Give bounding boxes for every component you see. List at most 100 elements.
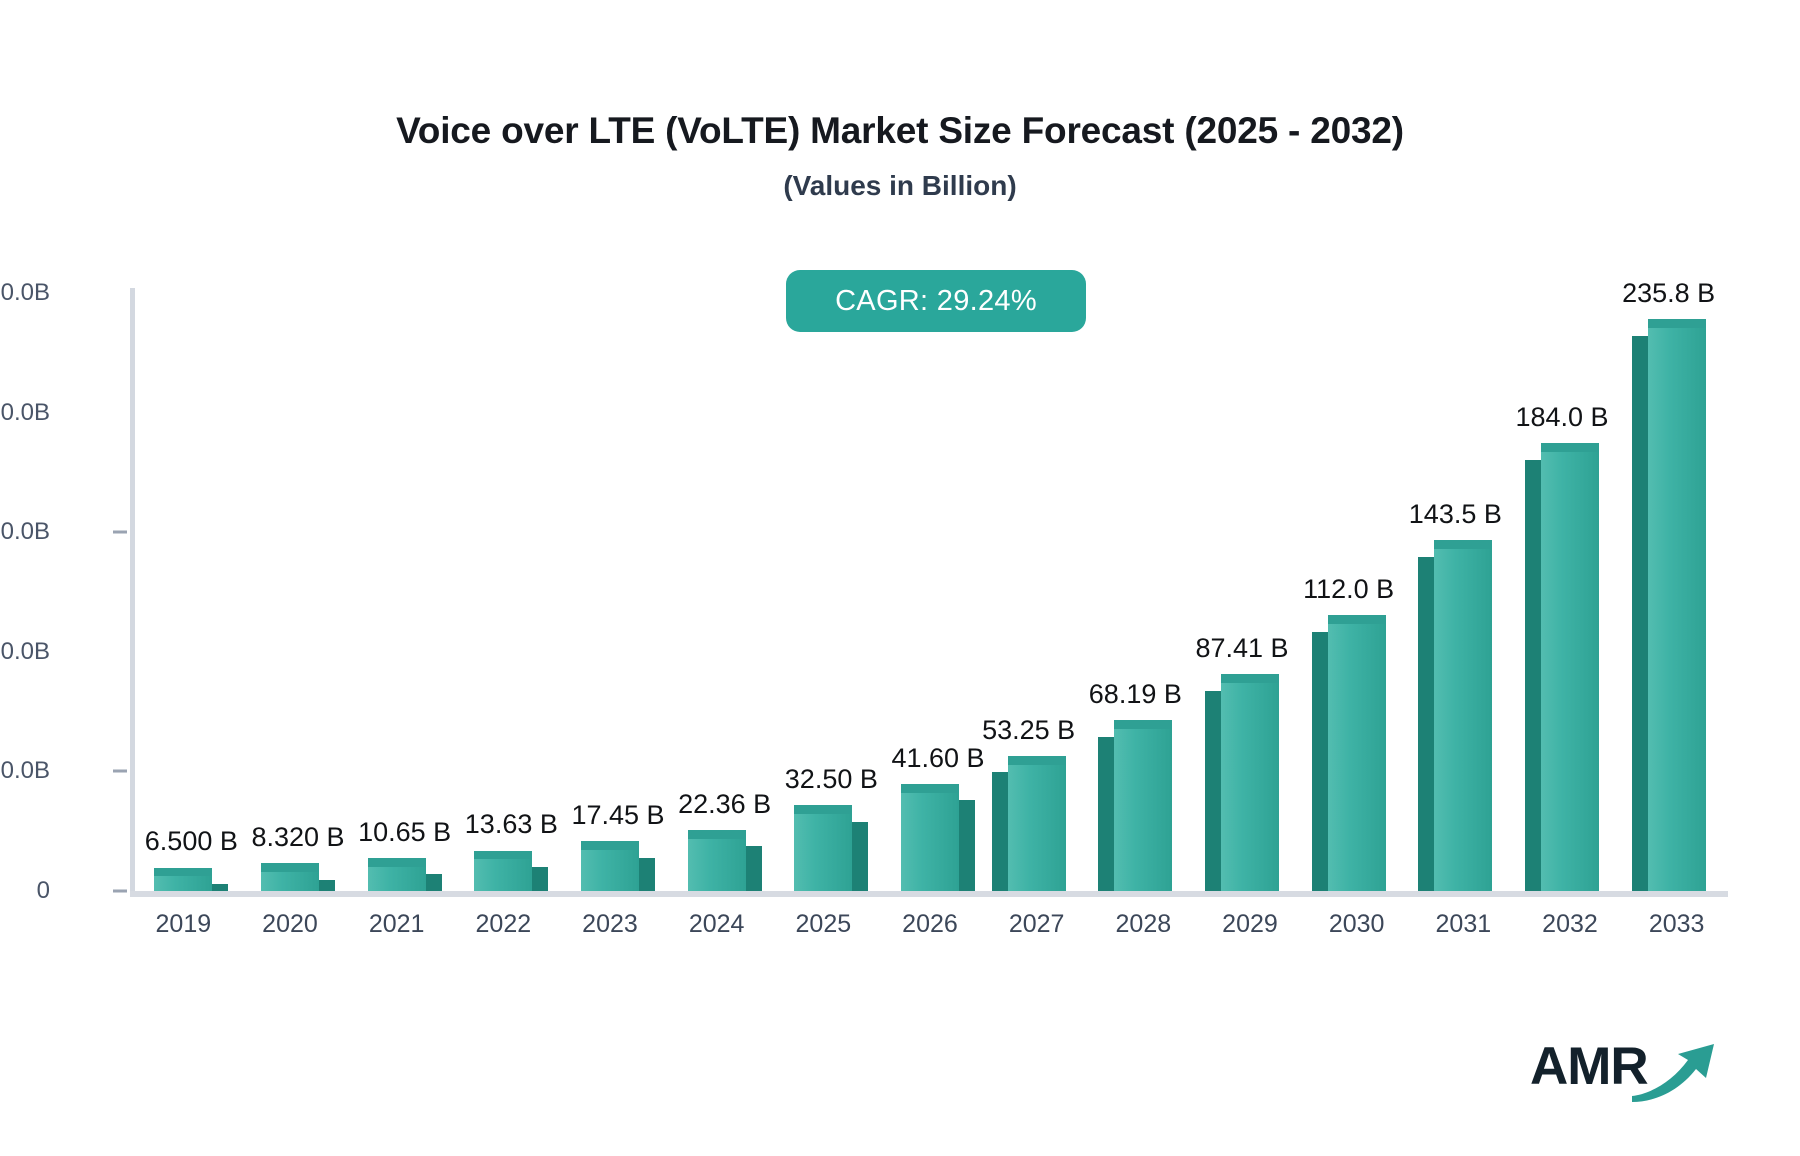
- bar-value-label: 68.19 B: [1088, 678, 1182, 709]
- y-axis-line: [130, 288, 135, 896]
- amr-logo: AMR: [1530, 1030, 1720, 1110]
- bar-2032[interactable]: 184.0 B: [1515, 293, 1609, 891]
- bar-top: [1327, 615, 1386, 625]
- bar-2026[interactable]: 41.60 B: [891, 293, 985, 891]
- bar-value-label: 143.5 B: [1408, 498, 1502, 529]
- bar-face: [794, 813, 853, 891]
- bar-value-label: 53.25 B: [982, 714, 1076, 745]
- bar-2030[interactable]: 112.0 B: [1303, 293, 1394, 891]
- bar-top: [1007, 755, 1066, 765]
- x-axis-label-2019: 2019: [155, 910, 212, 938]
- bar-face: [901, 791, 959, 891]
- bar-2020[interactable]: 8.320 B: [251, 293, 345, 891]
- y-axis-tick-label: 0: [36, 877, 50, 904]
- x-axis-label-2023: 2023: [582, 910, 638, 938]
- bar-face: [154, 875, 213, 891]
- y-axis-tick-label: 250.0B: [0, 279, 50, 306]
- bar-side: [852, 822, 869, 891]
- bar-side: [1525, 459, 1541, 891]
- bar-face: [1541, 450, 1599, 891]
- bar-2033[interactable]: 235.8 B: [1622, 278, 1715, 891]
- bar-value-label: 112.0 B: [1303, 574, 1395, 605]
- bar-2022[interactable]: 13.63 B: [465, 293, 558, 891]
- bar-top: [1647, 319, 1706, 328]
- bar-side: [959, 800, 975, 891]
- y-axis-tick-mark: [113, 769, 127, 773]
- bar-face: [1327, 623, 1386, 891]
- x-axis-label-2021: 2021: [368, 910, 425, 938]
- bar-side: [212, 884, 229, 891]
- bar-value-label: 6.500 B: [144, 826, 238, 857]
- bar-top: [367, 857, 426, 867]
- chart-subtitle: (Values in Billion): [783, 170, 1017, 201]
- bar-side: [319, 879, 335, 891]
- x-axis-label-2031: 2031: [1435, 910, 1492, 938]
- bar-side: [639, 858, 655, 891]
- bar-top: [901, 783, 959, 793]
- x-axis-label-2027: 2027: [1008, 910, 1065, 938]
- bar-side: [991, 772, 1008, 891]
- bar-value-label: 41.60 B: [891, 742, 985, 773]
- amr-logo-text: AMR: [1530, 1037, 1649, 1096]
- bar-2021[interactable]: 10.65 B: [358, 293, 451, 891]
- x-axis-label-2032: 2032: [1542, 910, 1598, 938]
- bar-face: [1647, 326, 1706, 891]
- bar-value-label: 8.320 B: [251, 822, 345, 853]
- bar-top: [1434, 539, 1493, 549]
- x-axis-label-2024: 2024: [688, 910, 745, 938]
- y-axis-tick-mark: [113, 889, 127, 893]
- bar-face: [687, 837, 746, 891]
- bar-2024[interactable]: 22.36 B: [678, 293, 771, 891]
- bar-face: [1434, 547, 1493, 891]
- bar-side: [425, 874, 442, 891]
- bar-side: [1205, 690, 1221, 891]
- bar-value-label: 87.41 B: [1195, 632, 1289, 663]
- bar-face: [1221, 681, 1279, 891]
- bar-top: [687, 829, 746, 839]
- bar-top: [1221, 674, 1279, 683]
- bar-side: [1098, 736, 1115, 891]
- bar-side: [1631, 335, 1648, 891]
- bar-value-label: 10.65 B: [358, 816, 452, 847]
- x-axis-label-2029: 2029: [1222, 910, 1278, 938]
- cagr-badge: CAGR: 29.24%: [786, 270, 1086, 332]
- bar-2028[interactable]: 68.19 B: [1089, 293, 1182, 891]
- x-axis-label-2030: 2030: [1328, 910, 1385, 938]
- bar-face: [1114, 727, 1173, 891]
- bar-top: [474, 850, 533, 860]
- x-axis-label-2028: 2028: [1115, 910, 1172, 938]
- bar-value-label: 235.8 B: [1622, 277, 1716, 308]
- bar-2025[interactable]: 32.50 B: [785, 293, 878, 891]
- y-axis-tick-label: 50.0B: [0, 757, 50, 785]
- y-axis-tick-label: 200.0B: [0, 398, 50, 426]
- bar-value-label: 17.45 B: [571, 800, 665, 831]
- bar-face: [474, 858, 533, 891]
- bar-2019[interactable]: 6.500 B: [145, 293, 238, 891]
- bar-value-label: 22.36 B: [678, 788, 772, 819]
- bar-top: [154, 867, 213, 877]
- chart-title: Voice over LTE (VoLTE) Market Size Forec…: [396, 110, 1404, 151]
- bar-2029[interactable]: 87.41 B: [1195, 293, 1289, 891]
- bar-face: [1007, 763, 1066, 891]
- bar-face: [367, 865, 426, 891]
- bar-value-label: 32.50 B: [784, 764, 878, 795]
- x-axis-label-2020: 2020: [262, 910, 318, 938]
- bar-top: [1541, 443, 1599, 452]
- bar-side: [745, 846, 762, 891]
- bar-2023[interactable]: 17.45 B: [571, 293, 665, 891]
- bar-top: [261, 863, 319, 873]
- bar-top: [1114, 720, 1173, 729]
- bar-value-label: 184.0 B: [1515, 401, 1609, 432]
- x-axis-label-2022: 2022: [475, 910, 532, 938]
- x-axis-label-2033: 2033: [1648, 910, 1705, 938]
- y-axis-tick-label: 100.0B: [0, 637, 50, 665]
- x-axis-line: [130, 891, 1728, 897]
- x-axis-label-2026: 2026: [902, 910, 958, 938]
- x-axis-label-2025: 2025: [795, 910, 852, 938]
- bar-face: [261, 871, 319, 891]
- bar-2031[interactable]: 143.5 B: [1409, 293, 1502, 891]
- bar-side: [1418, 556, 1435, 891]
- bar-face: [581, 849, 639, 891]
- bar-2027[interactable]: 53.25 B: [982, 293, 1075, 891]
